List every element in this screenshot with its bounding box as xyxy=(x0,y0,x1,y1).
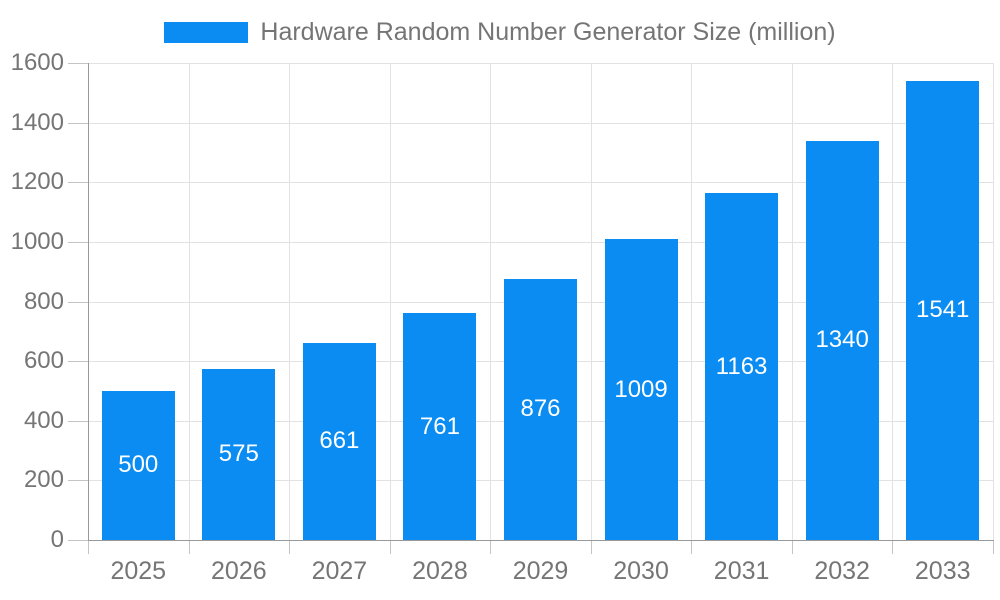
y-axis-label: 1600 xyxy=(10,49,64,76)
h-gridline xyxy=(88,63,993,64)
bar-2025: 500 xyxy=(101,390,175,540)
bar-value-label: 1541 xyxy=(916,296,970,324)
bar-2031: 1163 xyxy=(705,193,779,540)
y-axis-line xyxy=(88,63,89,540)
y-axis-label: 1400 xyxy=(10,108,64,136)
bar-2028: 761 xyxy=(403,313,477,540)
v-gridline xyxy=(188,63,190,540)
x-tick xyxy=(490,540,492,554)
y-axis-label: 1200 xyxy=(10,168,64,196)
bar-value-label: 1163 xyxy=(715,352,768,380)
v-gridline xyxy=(590,63,592,540)
y-tick xyxy=(68,63,88,64)
x-axis-label-2028: 2028 xyxy=(412,557,468,585)
bar-value-label: 661 xyxy=(319,427,360,455)
y-axis-label: 0 xyxy=(50,526,64,553)
y-axis-label: 800 xyxy=(23,287,64,315)
bar-2033: 1541 xyxy=(906,80,980,540)
x-axis-label-2025: 2025 xyxy=(110,557,167,585)
y-tick xyxy=(68,540,88,541)
v-gridline xyxy=(791,63,793,540)
legend-swatch xyxy=(164,22,249,43)
bar-value-label: 1009 xyxy=(614,375,668,403)
x-tick xyxy=(389,540,391,554)
x-tick xyxy=(590,540,592,554)
bar-2029: 876 xyxy=(504,278,577,540)
v-gridline xyxy=(289,63,291,540)
legend-label: Hardware Random Number Generator Size (m… xyxy=(260,18,836,46)
h-gridline xyxy=(88,122,993,124)
v-gridline xyxy=(490,63,492,540)
x-axis-label-2029: 2029 xyxy=(512,557,569,585)
v-gridline xyxy=(892,63,894,540)
bar-value-label: 876 xyxy=(520,395,561,423)
x-axis-label-2027: 2027 xyxy=(311,557,368,585)
bar-value-label: 575 xyxy=(218,440,259,468)
y-tick xyxy=(68,420,88,422)
x-tick xyxy=(892,540,894,554)
bar-value-label: 761 xyxy=(419,412,460,440)
x-tick xyxy=(188,540,190,554)
y-tick xyxy=(68,480,88,482)
x-tick xyxy=(691,540,693,554)
bar-2032: 1340 xyxy=(805,140,879,540)
h-gridline xyxy=(88,241,993,243)
v-gridline xyxy=(691,63,693,540)
x-tick xyxy=(993,540,994,554)
x-axis-label-2030: 2030 xyxy=(613,557,669,585)
bar-value-label: 500 xyxy=(118,451,159,479)
x-tick xyxy=(88,540,89,554)
x-tick xyxy=(791,540,793,554)
bar-value-label: 1340 xyxy=(815,326,869,354)
x-axis-label-2033: 2033 xyxy=(914,557,971,585)
y-tick xyxy=(68,241,88,243)
x-axis-label-2032: 2032 xyxy=(814,557,870,585)
x-axis-line xyxy=(88,540,994,541)
y-axis-label: 1000 xyxy=(10,227,64,255)
v-gridline xyxy=(389,63,391,540)
x-tick xyxy=(289,540,291,554)
h-gridline xyxy=(88,182,993,184)
y-axis-label: 200 xyxy=(23,466,64,494)
y-tick xyxy=(68,301,88,303)
bar-2026: 575 xyxy=(202,368,276,540)
bar-2027: 661 xyxy=(302,342,376,540)
y-tick xyxy=(68,182,88,184)
bar-2030: 1009 xyxy=(604,239,678,540)
y-axis-label: 400 xyxy=(23,406,64,434)
x-axis-label-2026: 2026 xyxy=(211,557,267,585)
x-axis-label-2031: 2031 xyxy=(713,557,770,585)
legend-item[interactable]: Hardware Random Number Generator Size (m… xyxy=(0,5,1000,60)
y-axis-label: 600 xyxy=(23,347,64,375)
y-tick xyxy=(68,361,88,363)
v-gridline xyxy=(993,63,994,540)
y-tick xyxy=(68,122,88,124)
